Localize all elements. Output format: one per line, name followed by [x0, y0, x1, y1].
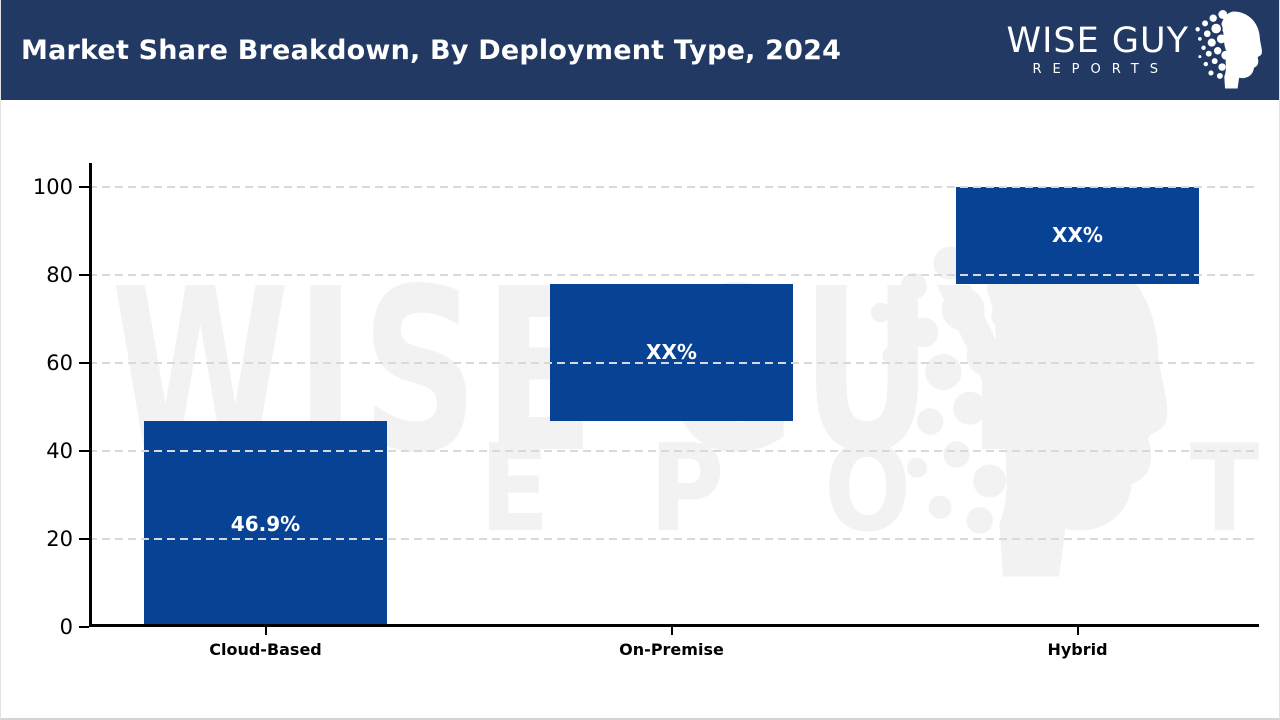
- dotted-head-logo-icon: [1195, 10, 1262, 89]
- y-tick-mark: [79, 625, 89, 628]
- x-tick-mark: [264, 627, 267, 635]
- gridline-y-100: [89, 186, 1259, 188]
- bar-cloud-based: [144, 420, 387, 627]
- y-tick-label: 20: [46, 527, 73, 551]
- chart-title: Market Share Breakdown, By Deployment Ty…: [21, 34, 842, 66]
- gridline-y-20: [89, 538, 1259, 540]
- gridline-y-40: [89, 450, 1259, 452]
- bar-value-label: XX%: [1052, 223, 1103, 248]
- bar-value-label: XX%: [646, 340, 697, 365]
- wise-guy-reports-logo: WISE GUY REPORTS: [1006, 8, 1265, 92]
- y-tick-label: 100: [32, 175, 73, 199]
- y-tick-mark: [79, 361, 89, 364]
- bar-on-premise: [550, 283, 793, 421]
- y-tick-label: 60: [46, 351, 73, 375]
- y-tick-mark: [79, 449, 89, 452]
- chart-area: WISE GUY R E P O R T S 02040608010046.9%…: [1, 100, 1279, 718]
- plot-axes: 0 20 40 60 80 100 46.9% Cloud-Based XX% On-Premis…: [33, 163, 1259, 659]
- bar-hybrid: [956, 187, 1199, 284]
- gridline-y-60: [89, 362, 1259, 364]
- header-bar: Market Share Breakdown, By Deployment Ty…: [1, 0, 1279, 100]
- logo-wordmark: WISE GUY: [1006, 20, 1189, 61]
- y-axis-line: [89, 163, 92, 627]
- bar-value-label: 46.9%: [230, 511, 301, 536]
- y-tick-label: 0: [59, 615, 73, 639]
- logo-text: WISE GUY REPORTS: [1006, 20, 1189, 77]
- category-label-on-premise: On-Premise: [619, 640, 724, 659]
- y-tick-mark: [79, 185, 89, 188]
- x-axis-line: [89, 624, 1259, 627]
- gridline-y-80: [89, 274, 1259, 276]
- x-tick-mark: [670, 627, 673, 635]
- y-tick-mark: [79, 537, 89, 540]
- y-tick-label: 80: [46, 263, 73, 287]
- category-label-hybrid: Hybrid: [1047, 640, 1108, 659]
- x-tick-mark: [1076, 627, 1079, 635]
- category-label-cloud-based: Cloud-Based: [209, 640, 322, 659]
- y-tick-mark: [79, 273, 89, 276]
- y-tick-label: 40: [46, 439, 73, 463]
- logo-subtitle: REPORTS: [1032, 61, 1170, 77]
